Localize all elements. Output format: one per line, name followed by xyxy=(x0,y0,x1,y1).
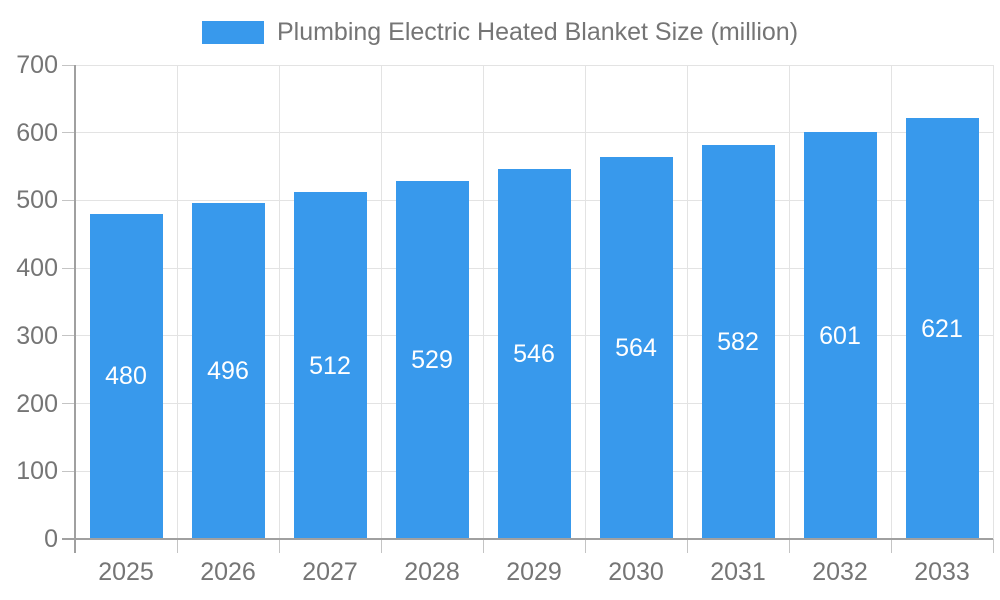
y-axis-label: 0 xyxy=(44,525,58,553)
y-axis-line xyxy=(74,65,76,553)
bar-value-label: 529 xyxy=(411,345,453,374)
bar-value-label: 546 xyxy=(513,340,555,369)
bar[interactable]: 621 xyxy=(905,118,979,539)
x-tick xyxy=(278,539,280,553)
bar-value-label: 480 xyxy=(105,362,147,391)
bar[interactable]: 480 xyxy=(89,213,163,539)
x-tick xyxy=(584,539,586,553)
y-tick xyxy=(62,199,75,201)
x-axis-label: 2031 xyxy=(710,558,766,586)
y-axis-label: 700 xyxy=(16,51,58,79)
y-axis-label: 600 xyxy=(16,118,58,147)
y-tick xyxy=(62,64,75,66)
x-axis-label: 2025 xyxy=(98,558,154,586)
x-tick xyxy=(482,539,484,553)
y-tick xyxy=(62,267,75,269)
x-axis-label: 2027 xyxy=(302,558,358,586)
bar-value-label: 601 xyxy=(819,321,861,350)
legend: Plumbing Electric Heated Blanket Size (m… xyxy=(0,19,1000,46)
bar[interactable]: 529 xyxy=(395,180,469,539)
x-tick xyxy=(788,539,790,553)
legend-label[interactable]: Plumbing Electric Heated Blanket Size (m… xyxy=(276,18,799,46)
x-axis-label: 2026 xyxy=(200,558,256,586)
gridline-vertical xyxy=(380,65,382,539)
bar-value-label: 564 xyxy=(615,334,657,363)
gridline-horizontal xyxy=(75,132,993,134)
legend-swatch-icon[interactable] xyxy=(201,21,264,44)
x-axis-label: 2032 xyxy=(812,558,868,586)
gridline-vertical xyxy=(992,65,994,539)
y-axis-label: 400 xyxy=(16,254,58,283)
x-tick xyxy=(686,539,688,553)
x-axis-label: 2029 xyxy=(506,558,562,586)
y-tick xyxy=(62,132,75,134)
gridline-horizontal xyxy=(75,64,993,66)
bar-value-label: 621 xyxy=(921,314,963,343)
gridline-vertical xyxy=(890,65,892,539)
y-axis-label: 100 xyxy=(16,457,58,486)
y-tick xyxy=(62,470,75,472)
bar-value-label: 512 xyxy=(309,351,351,380)
x-axis-label: 2028 xyxy=(404,558,460,586)
x-tick xyxy=(380,539,382,553)
y-axis-label: 200 xyxy=(16,389,58,418)
bar-value-label: 496 xyxy=(207,357,249,386)
x-axis-label: 2030 xyxy=(608,558,664,586)
x-axis-line xyxy=(62,538,993,540)
bar-value-label: 582 xyxy=(717,327,759,356)
gridline-vertical xyxy=(482,65,484,539)
bar[interactable]: 564 xyxy=(599,157,673,539)
y-axis-label: 300 xyxy=(16,321,58,350)
gridline-vertical xyxy=(788,65,790,539)
gridline-vertical xyxy=(584,65,586,539)
bar[interactable]: 496 xyxy=(191,203,265,539)
bar[interactable]: 601 xyxy=(803,132,877,539)
y-tick xyxy=(62,403,75,405)
x-tick xyxy=(992,539,994,553)
x-tick xyxy=(890,539,892,553)
bar[interactable]: 546 xyxy=(497,169,571,539)
bar[interactable]: 582 xyxy=(701,144,775,539)
y-tick xyxy=(62,335,75,337)
x-axis-label: 2033 xyxy=(914,558,970,586)
gridline-vertical xyxy=(176,65,178,539)
gridline-vertical xyxy=(278,65,280,539)
bar[interactable]: 512 xyxy=(293,192,367,539)
gridline-vertical xyxy=(686,65,688,539)
y-axis-label: 500 xyxy=(16,186,58,215)
x-tick xyxy=(176,539,178,553)
